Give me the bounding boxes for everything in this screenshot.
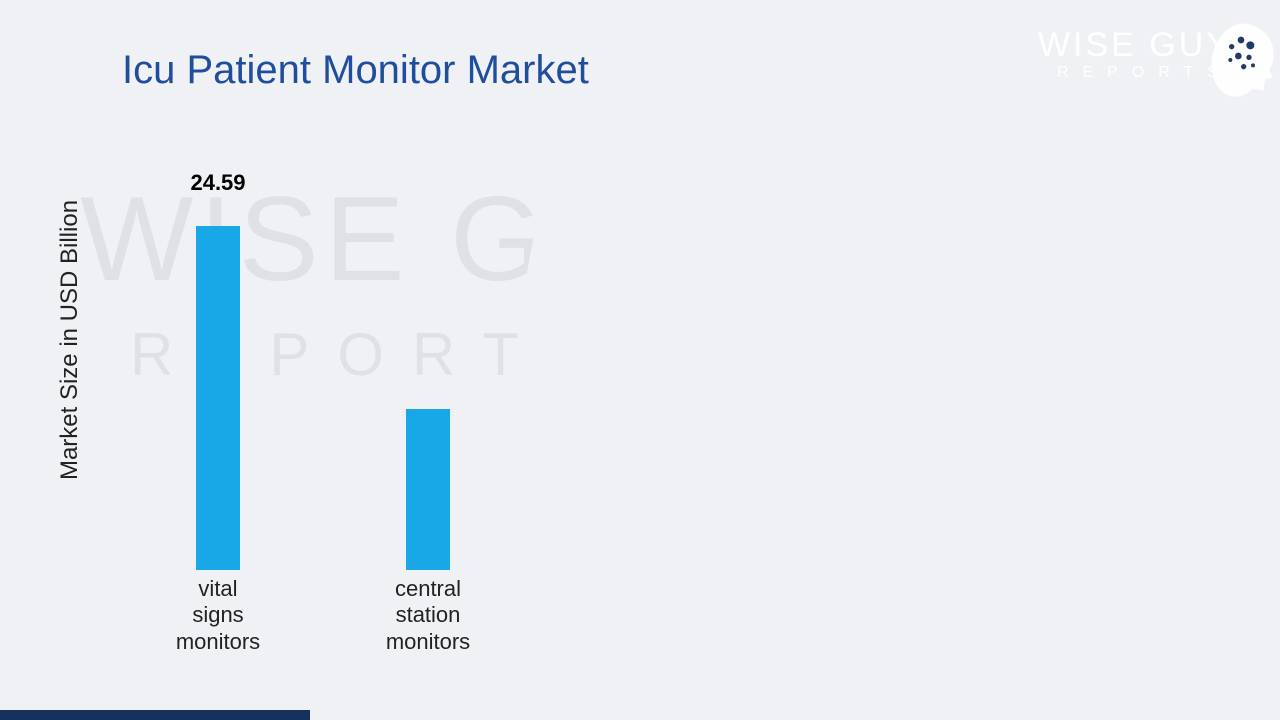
bar	[406, 409, 450, 570]
category-label: vital signs monitors	[176, 576, 260, 655]
chart-stage: WISE GUY REPORTS Icu Patient Monitor Mar…	[0, 0, 1280, 720]
brand-logo: WISE GUY REPORTS	[1038, 28, 1232, 82]
brand-sidebar: WISE GUY REPORTS	[960, 0, 1280, 720]
chart-title: Icu Patient Monitor Market	[122, 48, 589, 93]
y-axis-label: Market Size in USD Billion	[56, 200, 84, 480]
circle-cutout	[520, 0, 1280, 720]
brand-line1: WISE GUY	[1038, 28, 1232, 62]
bottom-accent-bar	[0, 710, 310, 720]
brand-line2: REPORTS	[1038, 64, 1232, 82]
bar	[196, 226, 240, 570]
category-label: central station monitors	[386, 576, 470, 655]
bar-value-label: 24.59	[190, 170, 245, 196]
